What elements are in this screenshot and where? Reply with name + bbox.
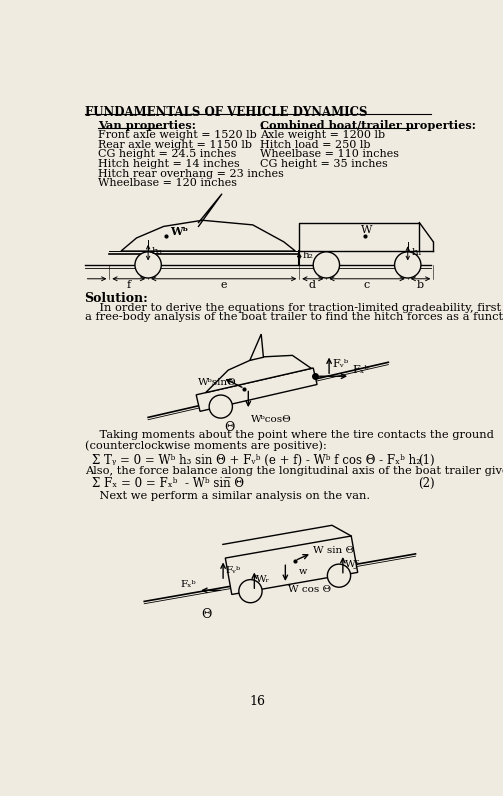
Text: h₁: h₁ — [411, 248, 423, 257]
Text: h₃: h₃ — [151, 248, 162, 256]
Text: Θ: Θ — [224, 421, 234, 435]
Text: Axle weight = 1200 lb: Axle weight = 1200 lb — [261, 131, 386, 140]
Text: Rear axle weight = 1150 lb: Rear axle weight = 1150 lb — [98, 140, 252, 150]
Text: Van properties:: Van properties: — [98, 120, 196, 131]
Text: Fᵥᵇ: Fᵥᵇ — [225, 566, 240, 575]
Text: w: w — [298, 567, 307, 576]
Circle shape — [239, 579, 262, 603]
Text: Next we perform a similar analysis on the van.: Next we perform a similar analysis on th… — [85, 491, 370, 501]
Text: Σ Tᵧ = 0 = Wᵇ h₃ sin Θ + Fᵥᵇ (e + f) - Wᵇ f cos Θ - Fₓᵇ h₂: Σ Tᵧ = 0 = Wᵇ h₃ sin Θ + Fᵥᵇ (e + f) - W… — [93, 454, 421, 466]
Text: Wƒ: Wƒ — [345, 560, 360, 568]
Text: (1): (1) — [418, 454, 435, 466]
Text: Taking moments about the point where the tire contacts the ground: Taking moments about the point where the… — [85, 431, 493, 440]
Text: Hitch height = 14 inches: Hitch height = 14 inches — [98, 159, 239, 169]
Text: Front axle weight = 1520 lb: Front axle weight = 1520 lb — [98, 131, 257, 140]
Text: f: f — [127, 280, 131, 291]
Text: Wheelbase = 120 inches: Wheelbase = 120 inches — [98, 178, 237, 189]
Text: Wheelbase = 110 inches: Wheelbase = 110 inches — [261, 150, 399, 159]
Polygon shape — [196, 368, 317, 412]
Text: WᵇsinΘ: WᵇsinΘ — [198, 378, 237, 387]
Polygon shape — [225, 536, 358, 595]
Polygon shape — [206, 355, 311, 392]
Text: W cos Θ: W cos Θ — [288, 585, 331, 595]
Circle shape — [327, 564, 351, 587]
Text: Fᵥᵇ: Fᵥᵇ — [332, 359, 349, 369]
Text: CG height = 35 inches: CG height = 35 inches — [261, 159, 388, 169]
Text: d: d — [309, 280, 316, 291]
Text: W: W — [361, 225, 372, 236]
Text: Also, the force balance along the longitudinal axis of the boat trailer gives:: Also, the force balance along the longit… — [85, 466, 503, 476]
Text: Fₓᵇ: Fₓᵇ — [352, 365, 369, 375]
Text: Θ: Θ — [201, 607, 211, 621]
Text: CG height = 24.5 inches: CG height = 24.5 inches — [98, 150, 236, 159]
Text: c: c — [364, 280, 370, 291]
Text: W sin Θ: W sin Θ — [313, 545, 355, 555]
Text: Σ Fₓ = 0 = Fₓᵇ  - Wᵇ sin̅ Θ: Σ Fₓ = 0 = Fₓᵇ - Wᵇ sin̅ Θ — [93, 478, 244, 490]
Text: Wᵇ: Wᵇ — [170, 225, 188, 236]
Text: 16: 16 — [249, 695, 266, 708]
Text: Fₓᵇ: Fₓᵇ — [181, 579, 196, 589]
Text: In order to derive the equations for traction-limited gradeability, first perfor: In order to derive the equations for tra… — [85, 302, 503, 313]
Polygon shape — [250, 334, 264, 361]
Polygon shape — [121, 220, 295, 251]
Text: (2): (2) — [418, 478, 435, 490]
Text: Wᵣ: Wᵣ — [256, 576, 270, 584]
Text: (counterclockwise moments are positive):: (counterclockwise moments are positive): — [85, 440, 326, 451]
Circle shape — [209, 395, 232, 418]
Text: a free-body analysis of the boat trailer to find the hitch forces as a function : a free-body analysis of the boat trailer… — [85, 312, 503, 322]
Text: b: b — [416, 280, 424, 291]
Text: Hitch load = 250 lb: Hitch load = 250 lb — [261, 140, 371, 150]
Text: FUNDAMENTALS OF VEHICLE DYNAMICS: FUNDAMENTALS OF VEHICLE DYNAMICS — [85, 107, 367, 119]
Text: h₂: h₂ — [302, 252, 313, 260]
Text: e: e — [220, 280, 226, 291]
Circle shape — [394, 252, 421, 278]
Text: Combined boat/trailer properties:: Combined boat/trailer properties: — [261, 120, 476, 131]
Circle shape — [313, 252, 340, 278]
Circle shape — [135, 252, 161, 278]
Text: Solution:: Solution: — [85, 292, 148, 305]
Text: WᵇcosΘ: WᵇcosΘ — [250, 415, 291, 423]
Text: Hitch rear overhang = 23 inches: Hitch rear overhang = 23 inches — [98, 169, 284, 178]
